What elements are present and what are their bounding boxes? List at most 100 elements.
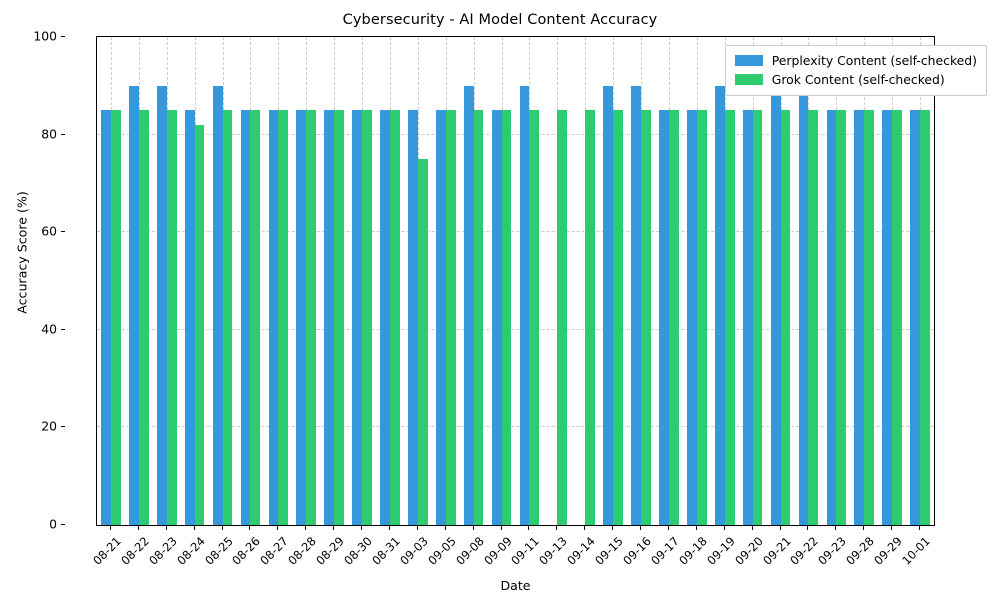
x-tick-mark xyxy=(109,526,111,530)
y-axis: 0 20 40 60 80 100 xyxy=(0,29,96,532)
bar xyxy=(463,85,474,525)
x-tick-mark xyxy=(361,526,363,530)
bar xyxy=(742,110,753,525)
bar xyxy=(826,110,837,525)
bar xyxy=(892,110,902,525)
bar xyxy=(156,85,167,525)
legend-color-swatch xyxy=(734,74,763,85)
plot-area xyxy=(96,36,935,526)
x-tick-mark xyxy=(891,526,893,530)
bar xyxy=(780,110,791,525)
x-tick-mark xyxy=(416,526,418,530)
x-tick-mark xyxy=(779,526,781,530)
x-tick-mark xyxy=(221,526,223,530)
x-axis-label: Date xyxy=(500,578,531,593)
x-tick-mark xyxy=(137,526,139,530)
bar xyxy=(714,85,725,525)
bar xyxy=(194,124,205,525)
x-tick-mark xyxy=(584,526,586,530)
legend-item[interactable]: Perplexity Content (self-checked) xyxy=(734,51,977,70)
bar xyxy=(529,110,540,525)
bar xyxy=(352,110,363,525)
bar xyxy=(910,110,921,525)
bar xyxy=(296,110,307,525)
bar xyxy=(641,110,651,525)
y-tick-mark xyxy=(61,133,65,135)
x-tick-mark xyxy=(193,526,195,530)
legend-label: Grok Content (self-checked) xyxy=(771,72,945,87)
bar xyxy=(770,85,781,525)
x-axis: 08-21 08-22 08-23 08-24 08-25 08-26 08-27 08-28… xyxy=(90,526,935,600)
bar xyxy=(798,85,809,525)
bar xyxy=(724,110,735,525)
x-tick-mark xyxy=(807,526,809,530)
bar xyxy=(603,85,614,525)
y-tick-mark xyxy=(61,231,65,233)
x-tick-mark xyxy=(500,526,502,530)
y-tick-label: 40 xyxy=(41,321,57,337)
legend-color-swatch xyxy=(734,55,763,66)
bar xyxy=(101,110,111,525)
bar xyxy=(110,110,121,525)
x-tick-mark xyxy=(695,526,697,530)
bar xyxy=(240,110,251,525)
bar xyxy=(687,110,697,525)
legend-item[interactable]: Grok Content (self-checked) xyxy=(734,70,977,89)
bar xyxy=(278,110,289,525)
y-tick-label: 100 xyxy=(33,28,57,44)
gridline-horizontal xyxy=(97,426,934,428)
bar xyxy=(222,110,233,525)
y-tick-label: 20 xyxy=(41,418,57,434)
y-tick-mark xyxy=(61,36,65,37)
x-tick-mark xyxy=(612,526,614,530)
x-tick-mark xyxy=(640,526,642,530)
y-tick-mark xyxy=(61,328,65,330)
x-tick-mark xyxy=(472,526,474,530)
bar xyxy=(631,85,642,525)
bar xyxy=(306,110,316,525)
x-tick-mark xyxy=(165,526,167,530)
x-tick-mark xyxy=(863,526,865,530)
bar xyxy=(882,110,893,525)
x-tick-mark xyxy=(444,526,446,530)
y-tick-label: 60 xyxy=(41,223,57,239)
bar xyxy=(808,110,819,525)
bar xyxy=(268,110,279,525)
bar xyxy=(184,110,195,525)
x-tick-mark xyxy=(528,526,530,530)
bar xyxy=(380,110,390,525)
bar xyxy=(585,110,595,525)
bar xyxy=(864,110,874,525)
bar xyxy=(696,110,707,525)
y-tick-mark xyxy=(61,524,65,525)
bar xyxy=(389,110,400,525)
x-tick-mark xyxy=(667,526,669,530)
bar xyxy=(519,85,530,525)
gridline-horizontal xyxy=(97,133,934,135)
bar xyxy=(445,110,456,525)
bar xyxy=(613,110,623,525)
y-tick-label: 80 xyxy=(41,126,57,142)
y-tick-mark xyxy=(61,426,65,428)
bar xyxy=(920,110,930,525)
bar xyxy=(417,159,428,525)
bar xyxy=(250,110,261,525)
bar xyxy=(166,110,177,525)
bar xyxy=(324,110,335,525)
x-tick-mark xyxy=(556,526,558,530)
bar xyxy=(668,110,679,525)
gridline-horizontal xyxy=(97,231,934,233)
bar xyxy=(501,110,512,525)
bar xyxy=(435,110,446,525)
legend-label: Perplexity Content (self-checked) xyxy=(771,53,977,68)
bar xyxy=(212,85,223,525)
chart-legend: Perplexity Content (self-checked) Grok Co… xyxy=(724,45,987,96)
bar xyxy=(334,110,344,525)
x-tick-mark xyxy=(277,526,279,530)
chart-title: Cybersecurity - AI Model Content Accurac… xyxy=(342,12,658,28)
x-tick-mark xyxy=(333,526,335,530)
x-tick-mark xyxy=(305,526,307,530)
bar xyxy=(659,110,669,525)
x-tick-mark xyxy=(723,526,725,530)
x-tick-mark xyxy=(388,526,390,530)
